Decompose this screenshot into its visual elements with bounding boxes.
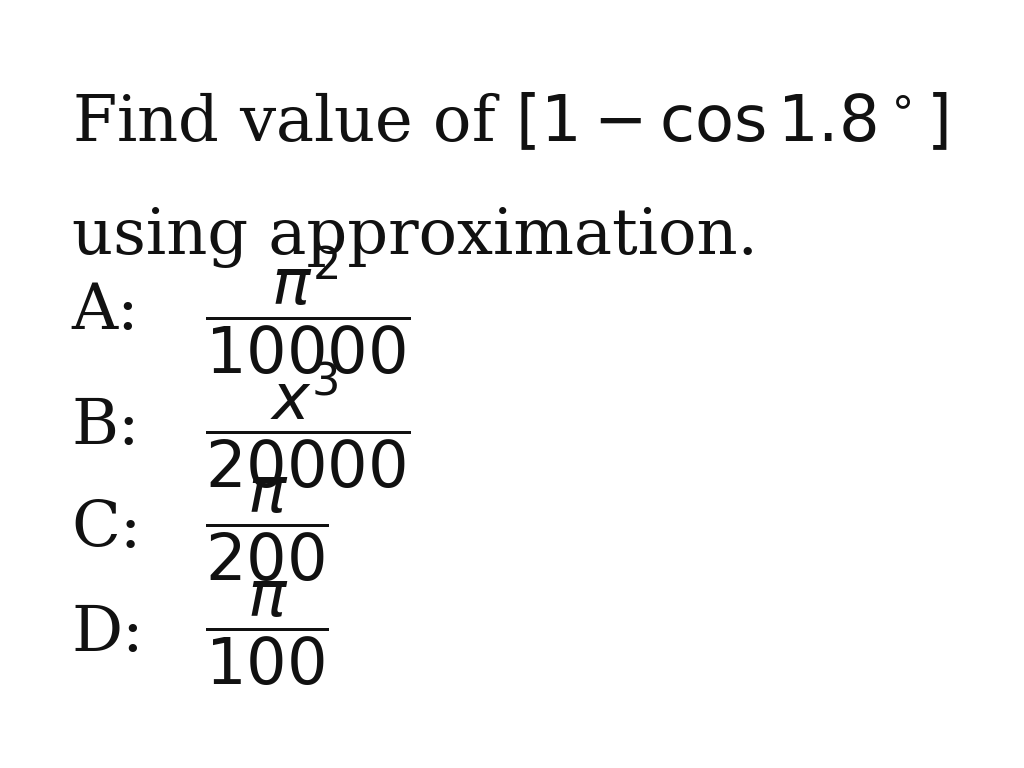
Text: using approximation.: using approximation. xyxy=(72,207,758,269)
Text: $\dfrac{\pi}{200}$: $\dfrac{\pi}{200}$ xyxy=(205,475,329,584)
Text: $\dfrac{x^3}{20000}$: $\dfrac{x^3}{20000}$ xyxy=(205,360,410,492)
Text: D:: D: xyxy=(72,603,144,664)
Text: B:: B: xyxy=(72,396,140,457)
Text: C:: C: xyxy=(72,499,142,561)
Text: $\dfrac{\pi^2}{10000}$: $\dfrac{\pi^2}{10000}$ xyxy=(205,245,410,377)
Text: Find value of $[1 - \cos 1.8^\circ]$: Find value of $[1 - \cos 1.8^\circ]$ xyxy=(72,92,947,154)
Text: $\dfrac{\pi}{100}$: $\dfrac{\pi}{100}$ xyxy=(205,579,329,688)
Text: A:: A: xyxy=(72,280,139,342)
